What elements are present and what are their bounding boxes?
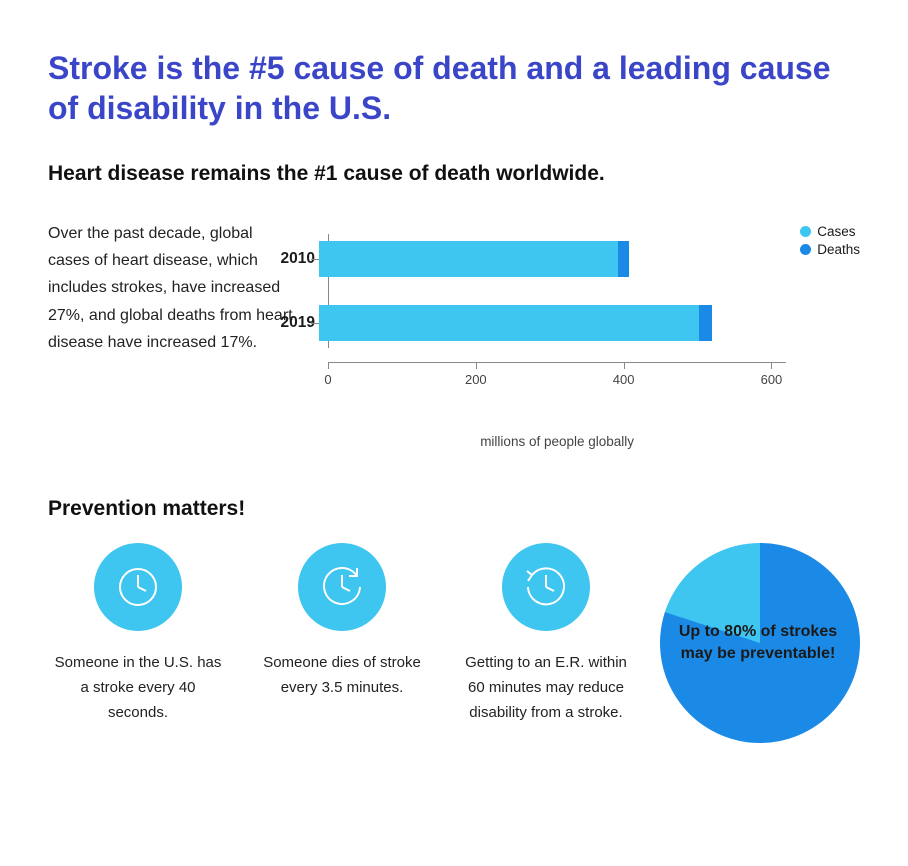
bar-chart: 20102019 0200400600 millions of people g… — [328, 220, 860, 449]
chart-description: Over the past decade, global cases of he… — [48, 220, 298, 356]
bar-segment-deaths — [618, 241, 629, 277]
prevention-heading: Prevention matters! — [48, 497, 860, 521]
fact-text: Getting to an E.R. within 60 minutes may… — [461, 651, 631, 725]
legend-swatch — [800, 244, 811, 255]
prevention-row: Someone in the U.S. has a stroke every 4… — [48, 543, 860, 743]
page-title: Stroke is the #5 cause of death and a le… — [48, 48, 860, 128]
clock-arrow-icon — [502, 543, 590, 631]
legend-item: Cases — [800, 224, 860, 239]
x-tick-label: 0 — [324, 372, 331, 387]
x-tick-label: 200 — [465, 372, 487, 387]
legend-swatch — [800, 226, 811, 237]
bar-segment-cases — [319, 305, 699, 341]
legend-label: Deaths — [817, 242, 860, 257]
pie-chart: Up to 80% of strokes may be preventable! — [660, 543, 860, 743]
bar-row: 2019 — [329, 298, 786, 348]
legend-label: Cases — [817, 224, 855, 239]
chart-row: Over the past decade, global cases of he… — [48, 220, 860, 449]
fact-item: Getting to an E.R. within 60 minutes may… — [456, 543, 636, 725]
subtitle: Heart disease remains the #1 cause of de… — [48, 162, 860, 186]
x-tick-label: 600 — [761, 372, 783, 387]
bar-segment-deaths — [699, 305, 712, 341]
chart-legend: Cases Deaths — [800, 220, 860, 260]
clock-icon — [94, 543, 182, 631]
fact-item: Someone dies of stroke every 3.5 minutes… — [252, 543, 432, 701]
fact-item: Someone in the U.S. has a stroke every 4… — [48, 543, 228, 725]
x-axis-title: millions of people globally — [328, 402, 786, 449]
bar-segment-cases — [319, 241, 618, 277]
clock-reset-icon — [298, 543, 386, 631]
bar-row: 2010 — [329, 234, 786, 284]
x-tick-label: 400 — [613, 372, 635, 387]
fact-text: Someone in the U.S. has a stroke every 4… — [53, 651, 223, 725]
legend-item: Deaths — [800, 242, 860, 257]
fact-text: Someone dies of stroke every 3.5 minutes… — [257, 651, 427, 701]
pie-label: Up to 80% of strokes may be preventable! — [660, 543, 860, 743]
